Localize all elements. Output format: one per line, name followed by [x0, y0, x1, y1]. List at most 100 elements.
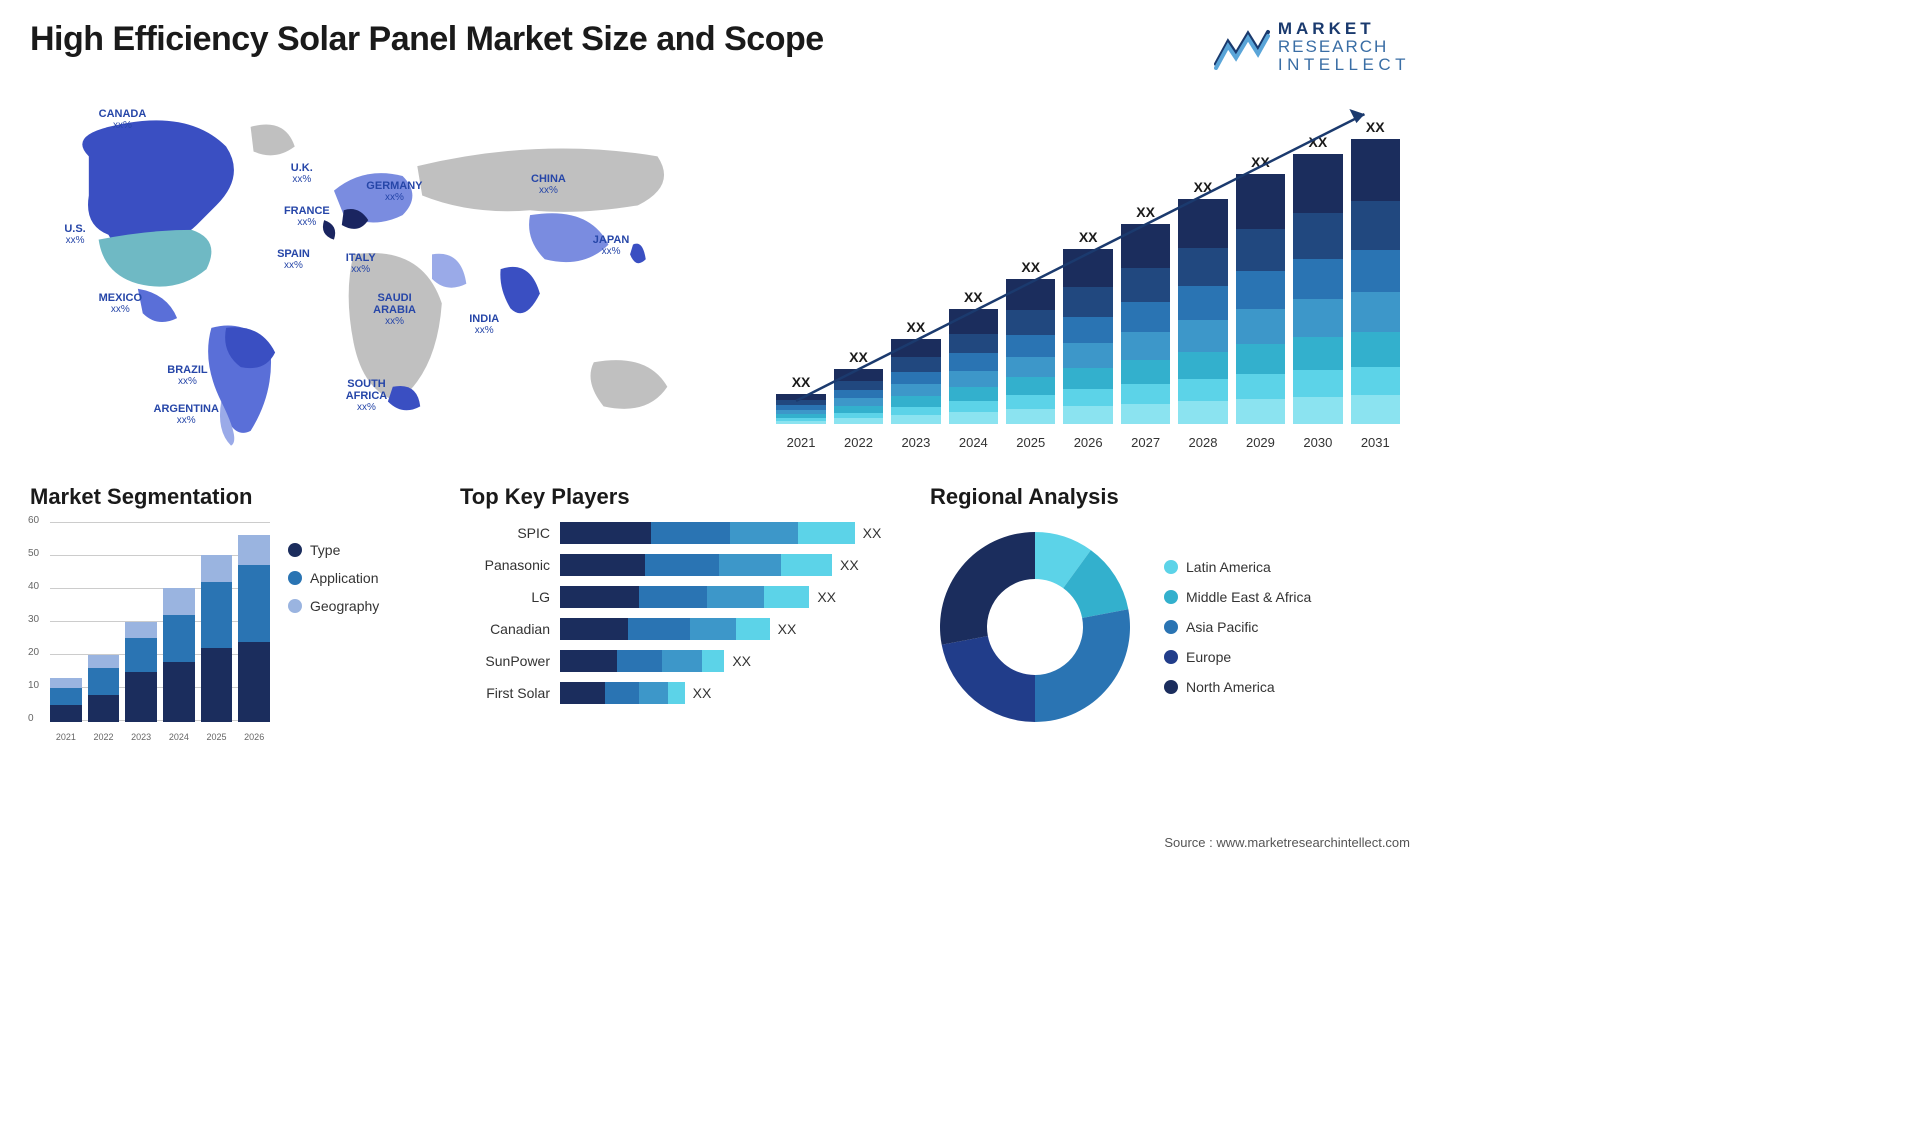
player-name: SPIC [460, 525, 550, 541]
map-label: CHINAxx% [531, 173, 566, 196]
map-label: SPAINxx% [277, 248, 310, 271]
bar-value-label: XX [964, 289, 983, 305]
map-label: JAPANxx% [593, 234, 629, 257]
bottom-row: Market Segmentation 6050403020100 202120… [30, 484, 1410, 742]
legend-item: Latin America [1164, 559, 1311, 575]
header: High Efficiency Solar Panel Market Size … [30, 20, 1410, 74]
growth-bar: XX [1006, 259, 1055, 424]
segmentation-title: Market Segmentation [30, 484, 430, 510]
x-axis-label: 2023 [891, 435, 940, 450]
donut-slice [942, 636, 1035, 722]
brand-logo: MARKET RESEARCH INTELLECT [1214, 20, 1410, 74]
logo-line2: RESEARCH [1278, 38, 1410, 56]
bar-value-label: XX [1194, 179, 1213, 195]
bar-value-label: XX [1136, 204, 1155, 220]
bar-value-label: XX [1021, 259, 1040, 275]
segmentation-bar [50, 678, 82, 721]
player-value: XX [817, 589, 836, 605]
growth-bar: XX [1178, 179, 1227, 424]
key-players-chart: SPICXXPanasonicXXLGXXCanadianXXSunPowerX… [460, 522, 900, 704]
world-map-panel: CANADAxx% U.S.xx% MEXICOxx% BRAZILxx% ARGENT… [30, 94, 716, 454]
x-axis-label: 2024 [949, 435, 998, 450]
regional-panel: Regional Analysis Latin AmericaMiddle Ea… [930, 484, 1410, 742]
map-label: CANADAxx% [99, 108, 147, 131]
player-bar [560, 618, 770, 640]
growth-bar: XX [1063, 229, 1112, 424]
logo-line1: MARKET [1278, 20, 1410, 38]
bar-value-label: XX [849, 349, 868, 365]
player-value: XX [693, 685, 712, 701]
map-label: SAUDIARABIAxx% [373, 292, 416, 327]
bar-value-label: XX [1251, 154, 1270, 170]
map-label: ITALYxx% [346, 252, 376, 275]
growth-bar: XX [1236, 154, 1285, 424]
legend-item: Geography [288, 598, 379, 614]
legend-item: North America [1164, 679, 1311, 695]
player-bar [560, 522, 855, 544]
x-axis-label: 2026 [1063, 435, 1112, 450]
player-row: First Solar XX [460, 682, 900, 704]
segmentation-bar [88, 655, 120, 722]
map-label: BRAZILxx% [167, 364, 207, 387]
segmentation-chart: 6050403020100 202120222023202420252026 [30, 522, 270, 742]
legend-item: Europe [1164, 649, 1311, 665]
player-name: Canadian [460, 621, 550, 637]
logo-mark-icon [1214, 24, 1270, 70]
player-name: First Solar [460, 685, 550, 701]
map-label: MEXICOxx% [99, 292, 142, 315]
bar-value-label: XX [1309, 134, 1328, 150]
player-row: SunPowerXX [460, 650, 900, 672]
source-text: Source : www.marketresearchintellect.com [1164, 835, 1410, 850]
player-name: SunPower [460, 653, 550, 669]
key-players-panel: Top Key Players SPICXXPanasonicXXLGXXCan… [460, 484, 900, 742]
regional-legend: Latin America Middle East & Africa Asia Pa… [1164, 559, 1311, 695]
growth-bar: XX [1351, 119, 1400, 424]
growth-bar: XX [949, 289, 998, 424]
map-label: U.K.xx% [291, 162, 313, 185]
legend-item: Middle East & Africa [1164, 589, 1311, 605]
legend-item: Asia Pacific [1164, 619, 1311, 635]
x-axis-label: 2028 [1178, 435, 1227, 450]
donut-slice [940, 532, 1035, 645]
map-label: GERMANYxx% [366, 180, 422, 203]
regional-donut-chart [930, 522, 1140, 732]
growth-chart-panel: XX XX XX XX XX XX XX XX XX XX XX 2021 2022 2023 2024 2… [756, 94, 1410, 454]
map-label: INDIAxx% [469, 313, 499, 336]
growth-chart: XX XX XX XX XX XX XX XX XX XX XX 2021 2022 2023 2024 2… [756, 94, 1410, 454]
growth-bar: XX [776, 374, 825, 424]
growth-bar: XX [1293, 134, 1342, 424]
key-players-title: Top Key Players [460, 484, 900, 510]
player-row: LGXX [460, 586, 900, 608]
segmentation-bar [163, 588, 195, 721]
map-label: U.S.xx% [64, 223, 85, 246]
logo-line3: INTELLECT [1278, 56, 1410, 74]
bar-value-label: XX [792, 374, 811, 390]
x-axis-label: 2030 [1293, 435, 1342, 450]
player-bar [560, 586, 809, 608]
player-row: PanasonicXX [460, 554, 900, 576]
player-bar [560, 682, 685, 704]
bar-value-label: XX [1366, 119, 1385, 135]
x-axis-label: 2025 [1006, 435, 1055, 450]
growth-bar: XX [834, 349, 883, 424]
x-axis-label: 2021 [776, 435, 825, 450]
player-value: XX [778, 621, 797, 637]
map-label: ARGENTINAxx% [154, 403, 219, 426]
x-axis-label: 2031 [1351, 435, 1400, 450]
bar-value-label: XX [1079, 229, 1098, 245]
map-label: SOUTHAFRICAxx% [346, 378, 388, 413]
bar-value-label: XX [907, 319, 926, 335]
segmentation-bar [201, 555, 233, 722]
growth-bar: XX [1121, 204, 1170, 424]
player-value: XX [863, 525, 882, 541]
x-axis-label: 2022 [834, 435, 883, 450]
map-label: FRANCExx% [284, 205, 330, 228]
donut-slice [1035, 609, 1130, 722]
x-axis-label: 2027 [1121, 435, 1170, 450]
legend-item: Application [288, 570, 379, 586]
top-row: CANADAxx% U.S.xx% MEXICOxx% BRAZILxx% ARGENT… [30, 94, 1410, 454]
x-axis-label: 2029 [1236, 435, 1285, 450]
player-bar [560, 650, 724, 672]
segmentation-bar [238, 535, 270, 722]
player-value: XX [840, 557, 859, 573]
